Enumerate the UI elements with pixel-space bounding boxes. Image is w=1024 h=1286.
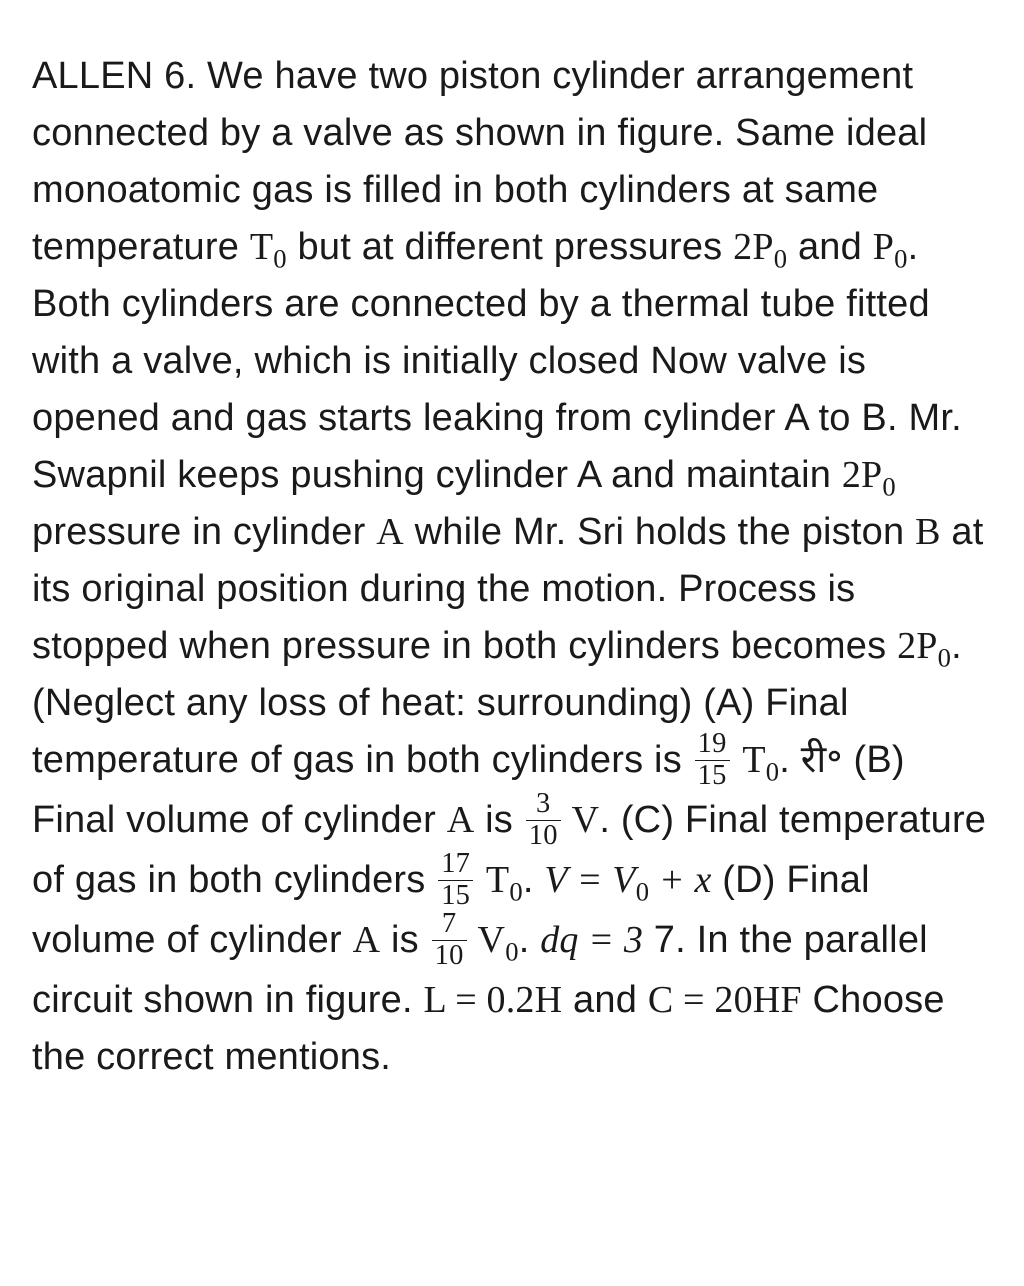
equation-V: V = V0 + x [544,859,711,901]
var-2P0: 2P0 [733,226,787,268]
fraction-3-10: 310 [526,790,561,850]
text-part: . [519,919,541,961]
text-part: is [474,799,523,841]
var-B: B [915,511,941,553]
var-A: A [353,919,381,961]
text-part: is [380,919,429,961]
fraction-17-15: 1715 [438,850,473,910]
text-part: but at different pressures [287,226,733,268]
text-part: . [523,859,545,901]
fraction-19-15: 1915 [695,730,730,790]
text-part: and [562,979,648,1021]
var-A: A [376,511,404,553]
var-T0: T0 [486,859,523,901]
var-V: V [563,799,600,841]
fraction-7-10: 710 [432,910,467,970]
var-2P0: 2P0 [842,454,896,496]
var-P0: P0 [873,226,908,268]
var-A: A [447,799,475,841]
var-V0: V0 [469,919,519,961]
var-2P0: 2P0 [897,625,951,667]
equation-dq: dq = 3 [540,919,643,961]
text-part: and [787,226,873,268]
equation-C: C = 20HF [648,979,802,1021]
question-text: ALLEN 6. We have two piston cylinder arr… [32,48,992,1086]
var-T0: T0 [250,226,287,268]
text-part: while Mr. Sri holds the piston [404,511,915,553]
text-part: pressure in cylinder [32,511,376,553]
var-T0: T0 [742,739,779,781]
equation-L: L = 0.2H [424,979,563,1021]
